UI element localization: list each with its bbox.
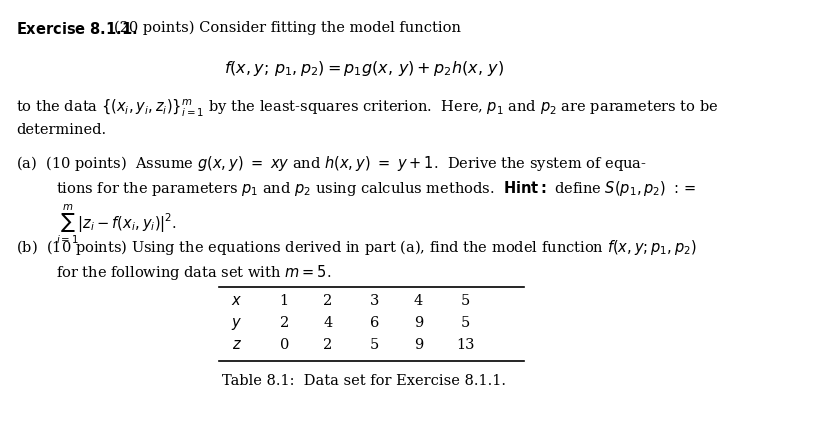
Text: 5: 5 [370,338,380,352]
Text: 13: 13 [456,338,475,352]
Text: (b)  (10 points) Using the equations derived in part (a), find the model functio: (b) (10 points) Using the equations deri… [16,238,697,257]
Text: 4: 4 [414,294,423,308]
Text: 9: 9 [414,338,423,352]
Text: $z$: $z$ [232,338,242,352]
Text: 1: 1 [280,294,289,308]
Text: 3: 3 [370,294,380,308]
Text: $x$: $x$ [232,294,242,308]
Text: Table 8.1:  Data set for Exercise 8.1.1.: Table 8.1: Data set for Exercise 8.1.1. [222,374,506,388]
Text: for the following data set with $m = 5$.: for the following data set with $m = 5$. [56,262,331,281]
Text: (20 points) Consider fitting the model function: (20 points) Consider fitting the model f… [114,21,461,35]
Text: tions for the parameters $p_1$ and $p_2$ using calculus methods.  $\mathbf{Hint:: tions for the parameters $p_1$ and $p_2$… [56,179,696,197]
Text: $y$: $y$ [232,317,242,332]
Text: (a)  (10 points)  Assume $g(x, y)\ =\ xy$ and $h(x, y)\ =\ y + 1$.  Derive the s: (a) (10 points) Assume $g(x, y)\ =\ xy$ … [16,154,647,173]
Text: determined.: determined. [16,123,106,137]
Text: 2: 2 [280,317,289,330]
Text: 4: 4 [323,317,333,330]
Text: 5: 5 [461,317,470,330]
Text: 0: 0 [280,338,289,352]
Text: $f(x, y;\, p_1, p_2) = p_1 g(x,\, y) + p_2 h(x,\, y)$: $f(x, y;\, p_1, p_2) = p_1 g(x,\, y) + p… [224,59,504,78]
Text: 2: 2 [323,294,333,308]
Text: $\mathbf{Exercise\ 8.1.1.}$: $\mathbf{Exercise\ 8.1.1.}$ [16,21,137,37]
Text: 5: 5 [461,294,470,308]
Text: 9: 9 [414,317,423,330]
Text: 6: 6 [370,317,380,330]
Text: to the data $\{(x_i, y_i, z_i)\}_{i=1}^{m}$ by the least-squares criterion.  Her: to the data $\{(x_i, y_i, z_i)\}_{i=1}^{… [16,98,719,119]
Text: $\sum_{i=1}^{m} |z_i - f(x_i, y_i)|^2$.: $\sum_{i=1}^{m} |z_i - f(x_i, y_i)|^2$. [56,203,176,246]
Text: 2: 2 [323,338,333,352]
